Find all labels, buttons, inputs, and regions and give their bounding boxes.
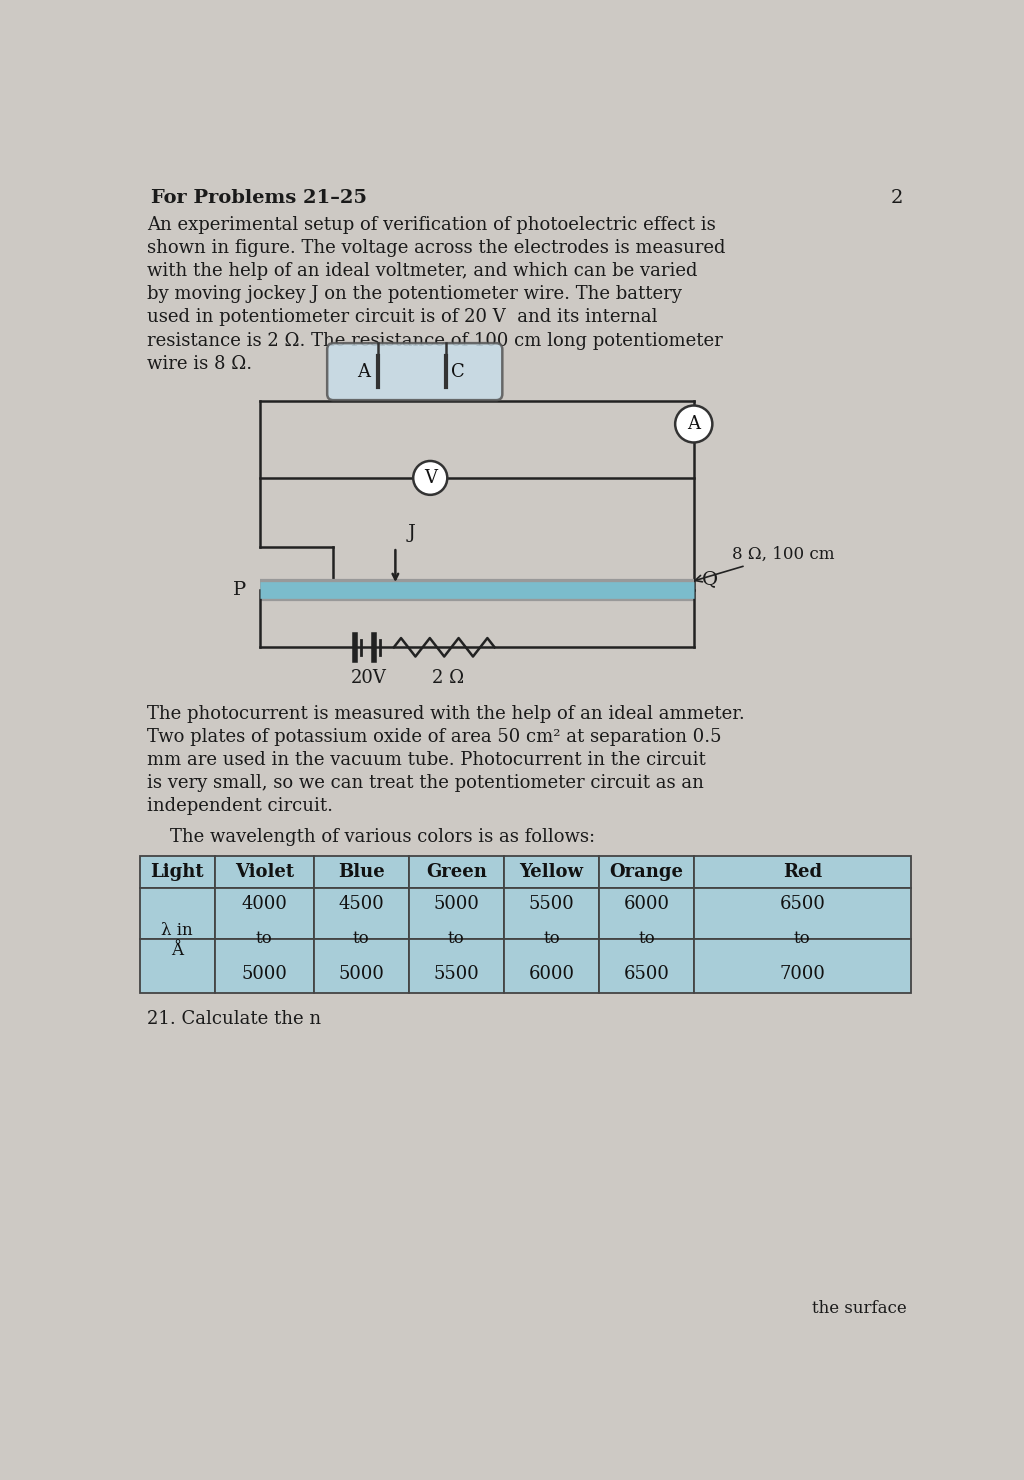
Text: by moving jockey J on the potentiometer wire. The battery: by moving jockey J on the potentiometer …: [147, 286, 682, 303]
Circle shape: [414, 460, 447, 494]
Text: 5000: 5000: [433, 895, 479, 913]
Bar: [599, 855, 693, 888]
Bar: [504, 855, 599, 888]
Text: C: C: [452, 363, 465, 380]
Text: the surface: the surface: [812, 1301, 907, 1317]
Text: An experimental setup of verification of photoelectric effect is: An experimental setup of verification of…: [147, 216, 716, 234]
Text: Blue: Blue: [338, 863, 385, 881]
Text: to: to: [638, 931, 655, 947]
Text: Two plates of potassium oxide of area 50 cm² at separation 0.5: Two plates of potassium oxide of area 50…: [147, 728, 722, 746]
Text: resistance is 2 Ω. The resistance of 100 cm long potentiometer: resistance is 2 Ω. The resistance of 100…: [147, 332, 723, 349]
Text: 5000: 5000: [242, 965, 288, 983]
Text: used in potentiometer circuit is of 20 V  and its internal: used in potentiometer circuit is of 20 V…: [147, 308, 657, 327]
Bar: [215, 940, 314, 993]
Text: wire is 8 Ω.: wire is 8 Ω.: [147, 355, 253, 373]
Bar: [139, 888, 215, 940]
Bar: [215, 888, 314, 940]
Text: Q: Q: [701, 570, 718, 588]
Text: λ in
Å: λ in Å: [162, 922, 194, 959]
Bar: [314, 940, 409, 993]
Bar: [409, 888, 504, 940]
Bar: [139, 855, 215, 888]
Text: to: to: [794, 931, 811, 947]
Bar: [314, 888, 409, 940]
Text: 5500: 5500: [528, 895, 574, 913]
FancyBboxPatch shape: [328, 343, 503, 400]
Text: 2 Ω: 2 Ω: [432, 669, 464, 687]
Text: 5500: 5500: [433, 965, 479, 983]
Text: 6000: 6000: [528, 965, 574, 983]
Text: Red: Red: [782, 863, 822, 881]
Text: Light: Light: [151, 863, 204, 881]
Text: P: P: [232, 580, 246, 598]
Bar: [215, 855, 314, 888]
Text: 6500: 6500: [624, 965, 670, 983]
Bar: [409, 855, 504, 888]
Text: A: A: [687, 414, 700, 434]
Text: For Problems 21–25: For Problems 21–25: [152, 189, 368, 207]
Bar: [693, 888, 910, 940]
Bar: [504, 940, 599, 993]
Bar: [504, 888, 599, 940]
Bar: [409, 940, 504, 993]
Text: with the help of an ideal voltmeter, and which can be varied: with the help of an ideal voltmeter, and…: [147, 262, 698, 280]
Text: 2: 2: [891, 189, 903, 207]
Text: A: A: [357, 363, 370, 380]
Bar: [599, 940, 693, 993]
Text: The photocurrent is measured with the help of an ideal ammeter.: The photocurrent is measured with the he…: [147, 704, 745, 724]
Text: 20V: 20V: [350, 669, 386, 687]
Text: Orange: Orange: [609, 863, 683, 881]
Text: 8 Ω, 100 cm: 8 Ω, 100 cm: [695, 546, 835, 582]
Text: J: J: [408, 524, 416, 542]
Text: to: to: [353, 931, 370, 947]
Text: 5000: 5000: [338, 965, 384, 983]
Text: 7000: 7000: [779, 965, 825, 983]
Text: Violet: Violet: [234, 863, 294, 881]
Bar: [693, 940, 910, 993]
Bar: [693, 855, 910, 888]
Bar: [314, 855, 409, 888]
Text: 4500: 4500: [338, 895, 384, 913]
Circle shape: [675, 406, 713, 443]
Text: 6000: 6000: [624, 895, 670, 913]
Text: to: to: [256, 931, 272, 947]
Text: 21. Calculate the n: 21. Calculate the n: [147, 1009, 322, 1029]
Text: 6500: 6500: [779, 895, 825, 913]
Text: shown in figure. The voltage across the electrodes is measured: shown in figure. The voltage across the …: [147, 240, 726, 258]
Text: mm are used in the vacuum tube. Photocurrent in the circuit: mm are used in the vacuum tube. Photocur…: [147, 752, 707, 770]
Text: The wavelength of various colors is as follows:: The wavelength of various colors is as f…: [147, 829, 596, 847]
Text: is very small, so we can treat the potentiometer circuit as an: is very small, so we can treat the poten…: [147, 774, 705, 792]
Text: 4000: 4000: [242, 895, 288, 913]
Bar: [599, 888, 693, 940]
Text: independent circuit.: independent circuit.: [147, 798, 334, 815]
Text: Yellow: Yellow: [519, 863, 584, 881]
Text: Green: Green: [426, 863, 486, 881]
Text: to: to: [447, 931, 465, 947]
Text: to: to: [543, 931, 560, 947]
Bar: [139, 940, 215, 993]
Text: V: V: [424, 469, 437, 487]
